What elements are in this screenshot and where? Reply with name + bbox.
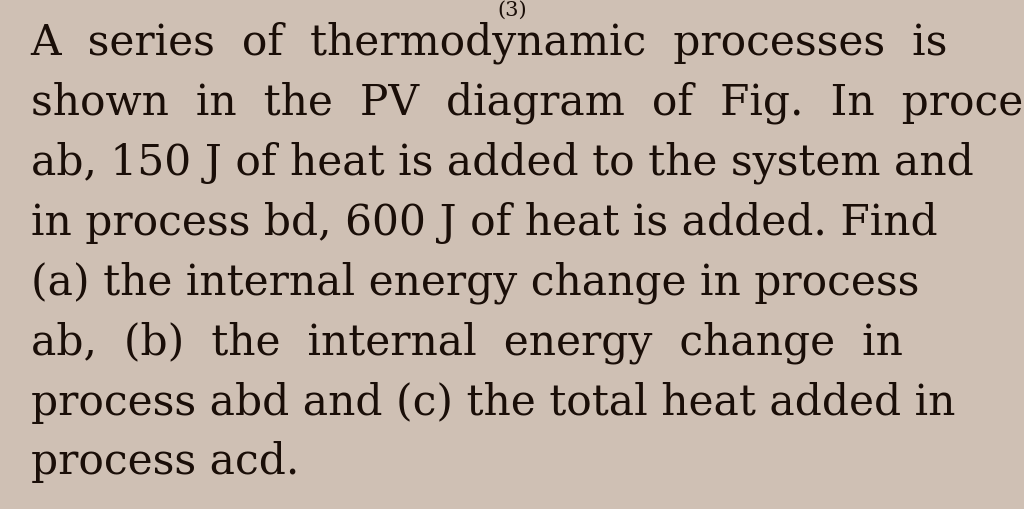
Text: ab, 150 J of heat is added to the system and: ab, 150 J of heat is added to the system…: [31, 142, 974, 184]
Text: ab,  (b)  the  internal  energy  change  in: ab, (b) the internal energy change in: [31, 321, 902, 363]
Text: shown  in  the  PV  diagram  of  Fig.  In  process: shown in the PV diagram of Fig. In proce…: [31, 81, 1024, 124]
Text: A  series  of  thermodynamic  processes  is: A series of thermodynamic processes is: [31, 22, 948, 64]
Text: process acd.: process acd.: [31, 440, 299, 483]
Text: in process bd, 600 J of heat is added. Find: in process bd, 600 J of heat is added. F…: [31, 202, 937, 243]
Text: (3): (3): [498, 1, 526, 20]
Text: process abd and (c) the total heat added in: process abd and (c) the total heat added…: [31, 381, 955, 422]
Text: (a) the internal energy change in process: (a) the internal energy change in proces…: [31, 261, 920, 303]
